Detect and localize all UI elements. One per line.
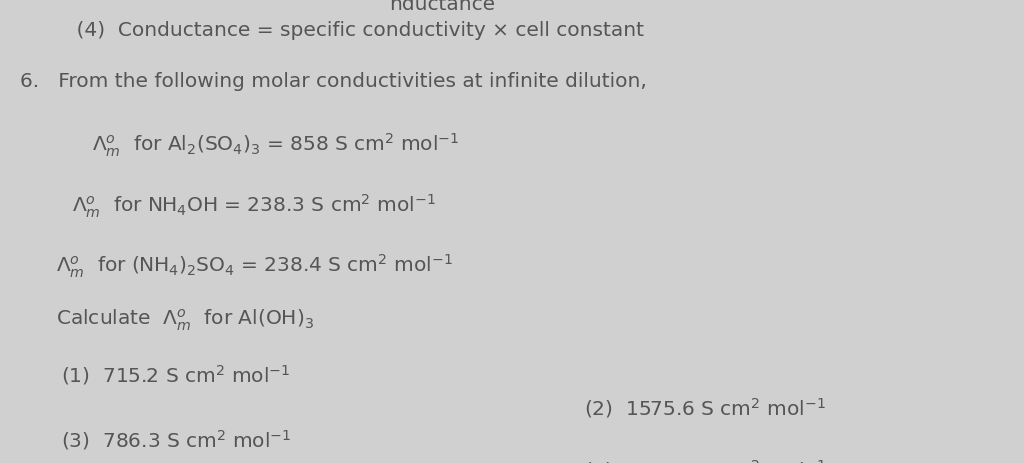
Text: $\Lambda_m^o$  for Al$_2$(SO$_4$)$_3$ = 858 S cm$^2$ mol$^{-1}$: $\Lambda_m^o$ for Al$_2$(SO$_4$)$_3$ = 8… bbox=[92, 132, 460, 159]
Text: Calculate  $\Lambda_m^o$  for Al(OH)$_3$: Calculate $\Lambda_m^o$ for Al(OH)$_3$ bbox=[56, 308, 314, 333]
Text: $\Lambda_m^o$  for (NH$_4$)$_2$SO$_4$ = 238.4 S cm$^2$ mol$^{-1}$: $\Lambda_m^o$ for (NH$_4$)$_2$SO$_4$ = 2… bbox=[56, 252, 453, 280]
Text: $\Lambda_m^o$  for NH$_4$OH = 238.3 S cm$^2$ mol$^{-1}$: $\Lambda_m^o$ for NH$_4$OH = 238.3 S cm$… bbox=[72, 192, 435, 219]
Text: (2)  1575.6 S cm$^2$ mol$^{-1}$: (2) 1575.6 S cm$^2$ mol$^{-1}$ bbox=[584, 396, 825, 420]
Text: nductance: nductance bbox=[389, 0, 496, 14]
Text: 6.   From the following molar conductivities at infinite dilution,: 6. From the following molar conductiviti… bbox=[20, 72, 647, 91]
Text: (4)  157.56 S cm$^2$ mol$^{-1}$: (4) 157.56 S cm$^2$ mol$^{-1}$ bbox=[584, 458, 825, 463]
Text: (4)  Conductance = specific conductivity × cell constant: (4) Conductance = specific conductivity … bbox=[51, 21, 644, 40]
Text: (3)  786.3 S cm$^2$ mol$^{-1}$: (3) 786.3 S cm$^2$ mol$^{-1}$ bbox=[61, 428, 292, 452]
Text: (1)  715.2 S cm$^2$ mol$^{-1}$: (1) 715.2 S cm$^2$ mol$^{-1}$ bbox=[61, 363, 291, 388]
